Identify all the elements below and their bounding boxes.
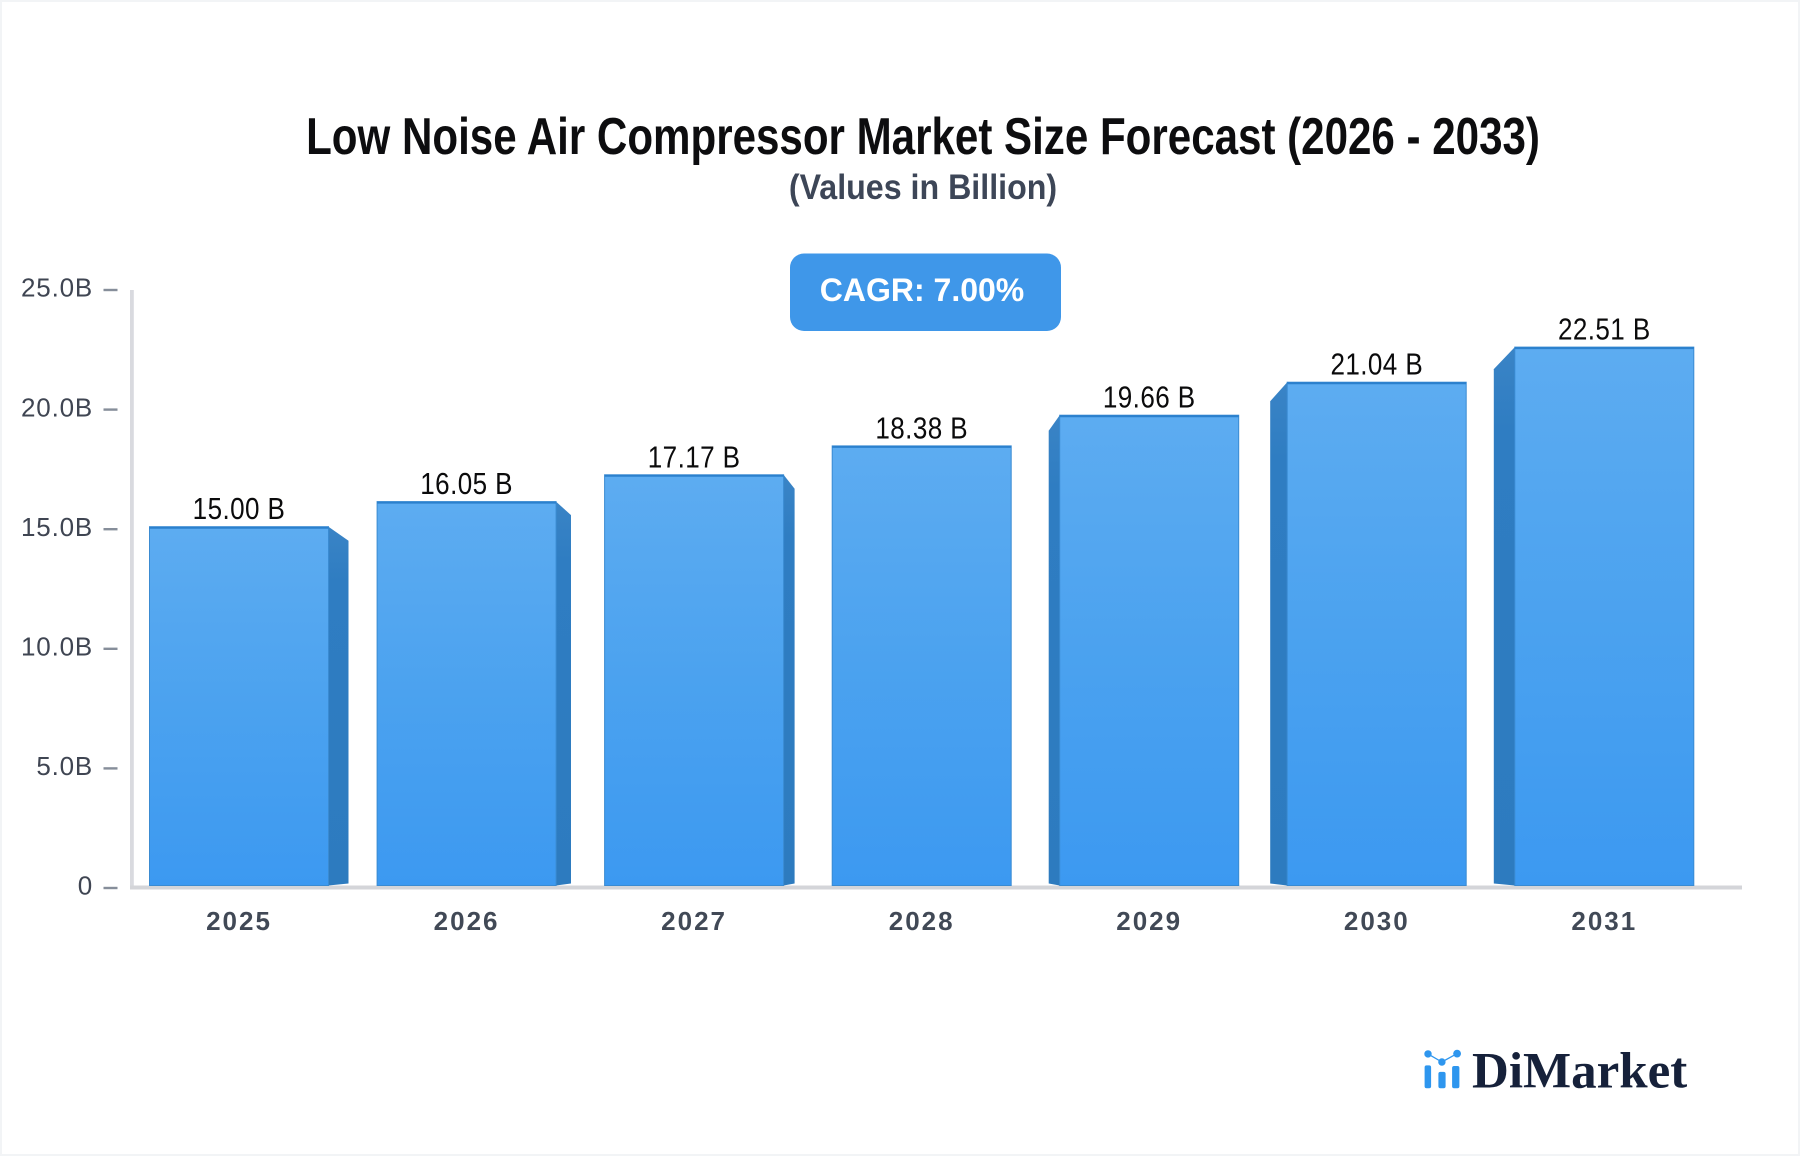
- svg-text:Low Noise Air Compressor Marke: Low Noise Air Compressor Market Size For…: [306, 108, 1540, 166]
- svg-text:5.0B: 5.0B: [36, 751, 93, 781]
- svg-text:25.0B: 25.0B: [21, 273, 93, 303]
- svg-text:2026: 2026: [434, 906, 500, 936]
- svg-text:2029: 2029: [1116, 906, 1182, 936]
- svg-text:2027: 2027: [661, 906, 727, 936]
- svg-text:2030: 2030: [1344, 906, 1410, 936]
- svg-text:10.0B: 10.0B: [21, 632, 93, 662]
- svg-text:CAGR: 7.00%: CAGR: 7.00%: [820, 272, 1025, 308]
- svg-text:21.04 B: 21.04 B: [1330, 348, 1423, 383]
- svg-text:18.38 B: 18.38 B: [875, 411, 968, 446]
- svg-text:19.66 B: 19.66 B: [1103, 381, 1196, 416]
- svg-text:16.05 B: 16.05 B: [420, 467, 513, 502]
- svg-text:(Values in Billion): (Values in Billion): [789, 169, 1057, 208]
- svg-text:2025: 2025: [206, 906, 272, 936]
- svg-text:22.51 B: 22.51 B: [1558, 313, 1651, 348]
- svg-text:17.17 B: 17.17 B: [648, 440, 741, 475]
- svg-text:2031: 2031: [1571, 906, 1637, 936]
- svg-text:DiMarket: DiMarket: [1472, 1044, 1687, 1100]
- svg-text:15.0B: 15.0B: [21, 512, 93, 542]
- svg-text:0: 0: [78, 871, 93, 901]
- svg-text:15.00 B: 15.00 B: [193, 492, 286, 527]
- svg-text:20.0B: 20.0B: [21, 392, 93, 422]
- svg-text:2028: 2028: [889, 906, 955, 936]
